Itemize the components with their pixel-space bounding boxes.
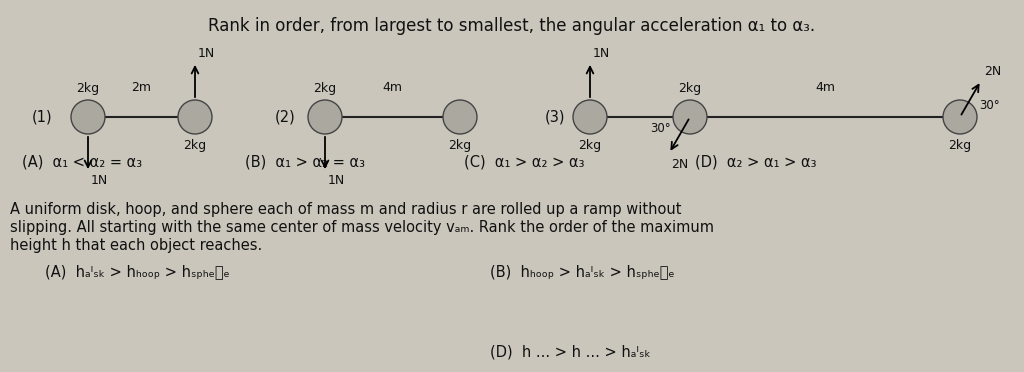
Circle shape <box>178 100 212 134</box>
Text: (A)  α₁ < α₂ = α₃: (A) α₁ < α₂ = α₃ <box>22 154 142 170</box>
Text: (D)  α₂ > α₁ > α₃: (D) α₂ > α₁ > α₃ <box>695 154 816 170</box>
Text: (D)  h ... > h ... > hₐᴵₛₖ: (D) h ... > h ... > hₐᴵₛₖ <box>490 344 650 359</box>
Text: 4m: 4m <box>815 81 835 94</box>
Text: 2m: 2m <box>131 81 152 94</box>
Text: 2kg: 2kg <box>183 139 207 152</box>
Circle shape <box>573 100 607 134</box>
Circle shape <box>673 100 707 134</box>
Text: 30°: 30° <box>979 99 999 112</box>
Text: (B)  α₁ > α₂ = α₃: (B) α₁ > α₂ = α₃ <box>245 154 365 170</box>
Circle shape <box>71 100 105 134</box>
Text: (C)  α₁ > α₂ > α₃: (C) α₁ > α₂ > α₃ <box>464 154 585 170</box>
Text: height h that each object reaches.: height h that each object reaches. <box>10 238 262 253</box>
Text: 1N: 1N <box>593 47 610 60</box>
Text: 2kg: 2kg <box>313 82 337 95</box>
Circle shape <box>443 100 477 134</box>
Text: 4m: 4m <box>383 81 402 94</box>
Circle shape <box>943 100 977 134</box>
Text: 1N: 1N <box>198 47 215 60</box>
Text: 1N: 1N <box>328 174 345 187</box>
Text: 2N: 2N <box>671 158 688 171</box>
Text: (B)  hₕₒₒₚ > hₐᴵₛₖ > hₛₚₕₑ⭣ₑ: (B) hₕₒₒₚ > hₐᴵₛₖ > hₛₚₕₑ⭣ₑ <box>490 264 675 279</box>
Circle shape <box>308 100 342 134</box>
Text: 2kg: 2kg <box>579 139 601 152</box>
Text: slipping. All starting with the same center of mass velocity vₐₘ. Rank the order: slipping. All starting with the same cen… <box>10 220 714 235</box>
Text: 30°: 30° <box>650 122 671 135</box>
Text: 2N: 2N <box>984 65 1001 78</box>
Text: (1): (1) <box>32 109 52 125</box>
Text: 2kg: 2kg <box>948 139 972 152</box>
Text: Rank in order, from largest to smallest, the angular acceleration α₁ to α₃.: Rank in order, from largest to smallest,… <box>209 17 815 35</box>
Text: 2kg: 2kg <box>679 82 701 95</box>
Text: A uniform disk, hoop, and sphere each of mass m and radius r are rolled up a ram: A uniform disk, hoop, and sphere each of… <box>10 202 682 217</box>
Text: 1N: 1N <box>91 174 109 187</box>
Text: (A)  hₐᴵₛₖ > hₕₒₒₚ > hₛₚₕₑ⭣ₑ: (A) hₐᴵₛₖ > hₕₒₒₚ > hₛₚₕₑ⭣ₑ <box>45 264 229 279</box>
Text: (3): (3) <box>545 109 565 125</box>
Text: 2kg: 2kg <box>449 139 472 152</box>
Text: (2): (2) <box>274 109 295 125</box>
Text: 2kg: 2kg <box>77 82 99 95</box>
